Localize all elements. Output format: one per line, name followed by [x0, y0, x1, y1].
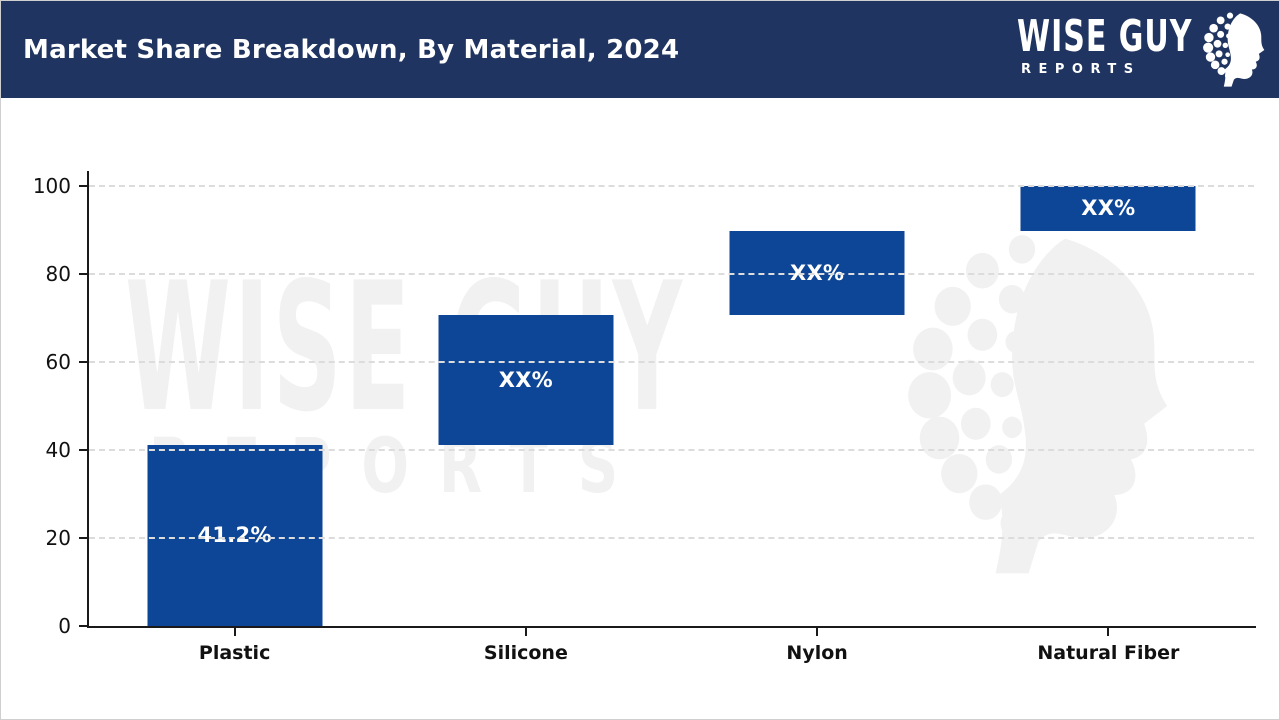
y-axis-line [87, 171, 89, 628]
page-title: Market Share Breakdown, By Material, 202… [23, 34, 680, 65]
y-tick-mark [79, 185, 87, 187]
y-tick-label: 100 [32, 174, 71, 198]
x-category-label: Nylon [786, 642, 848, 664]
gridline [89, 449, 1254, 451]
bar-value-label: 41.2% [197, 523, 272, 548]
y-tick-label: 40 [45, 438, 71, 462]
bar: XX% [1020, 186, 1196, 231]
header-bar: Market Share Breakdown, By Material, 202… [1, 1, 1279, 98]
y-tick-mark [79, 449, 87, 451]
logo-subtitle: REPORTS [1021, 62, 1141, 77]
x-tick-mark [1107, 628, 1110, 636]
x-tick-mark [233, 628, 236, 636]
gridline [89, 361, 1254, 363]
x-axis-line [87, 626, 1256, 628]
x-tick-mark [524, 628, 527, 636]
bar: 41.2% [147, 444, 323, 626]
gridline [89, 185, 1254, 187]
x-category-label: Silicone [483, 642, 568, 664]
y-tick-mark [79, 625, 87, 627]
bar: XX% [438, 315, 614, 445]
y-tick-label: 80 [45, 262, 71, 286]
bar-value-label: XX% [498, 368, 554, 393]
gridline [89, 537, 1254, 539]
plot-area: 0 20 40 60 80 100 41.2% Plastic XX% Silicone XX% Ny… [33, 174, 1254, 664]
bar-value-label: XX% [1081, 196, 1136, 221]
y-tick-label: 0 [58, 614, 71, 638]
x-category-label: Plastic [198, 642, 271, 664]
y-tick-mark [79, 273, 87, 275]
x-tick-mark [816, 628, 819, 636]
logo-wordmark: WISE GUY [1017, 11, 1193, 63]
y-tick-label: 20 [45, 526, 71, 550]
x-category-label: Natural Fiber [1037, 642, 1180, 664]
y-tick-mark [79, 361, 87, 363]
wiseguy-logo: WISE GUY REPORTS [1017, 6, 1269, 94]
y-tick-label: 60 [45, 350, 71, 374]
wiseguy-face-icon [1203, 12, 1265, 87]
gridline [89, 273, 1254, 275]
y-tick-mark [79, 537, 87, 539]
